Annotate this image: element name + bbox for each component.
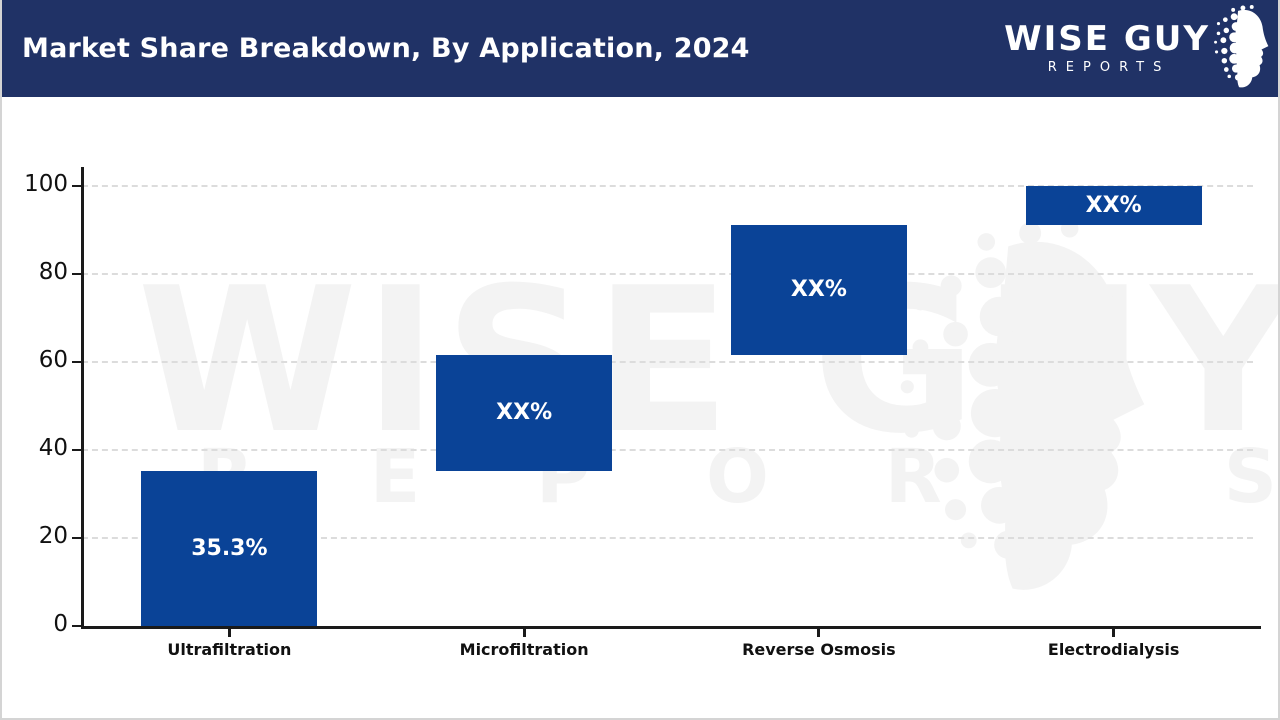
watermark-head-icon: [900, 220, 1145, 590]
y-tick-label-100: 100: [24, 171, 68, 197]
gridline-80: [82, 273, 1253, 275]
x-axis-label-2: Reverse Osmosis: [742, 640, 896, 659]
y-tick-60: [72, 361, 82, 363]
x-tick-3: [1112, 628, 1116, 637]
y-tick-0: [72, 625, 82, 627]
y-tick-label-40: 40: [38, 435, 68, 461]
bar-value-label: 35.3%: [191, 535, 268, 561]
y-tick-80: [72, 273, 82, 275]
bar-value-label: XX%: [496, 400, 553, 426]
brand-subtitle: REPORTS: [1047, 60, 1171, 75]
y-tick-40: [72, 449, 82, 451]
bar-ultrafiltration: 35.3%: [141, 470, 318, 626]
gridline-40: [82, 449, 1253, 451]
x-axis-label-3: Electrodialysis: [1047, 640, 1180, 659]
y-tick-label-20: 20: [38, 523, 68, 549]
x-axis-label-0: Ultrafiltration: [167, 640, 292, 659]
bar-value-label: XX%: [790, 277, 847, 303]
wiseguy-head-icon: [1214, 4, 1269, 87]
gridline-20: [82, 537, 1253, 539]
gridline-100: [82, 185, 1253, 187]
x-tick-2: [817, 628, 821, 637]
page-title: Market Share Breakdown, By Application, …: [22, 33, 750, 64]
brand-name: WISE GUY: [1004, 19, 1210, 59]
y-tick-100: [72, 185, 82, 187]
header-bar: Market Share Breakdown, By Application, …: [2, 0, 1278, 97]
bar-value-label: XX%: [1085, 192, 1142, 218]
bar-reverse-osmosis: XX%: [730, 224, 907, 355]
x-axis-label-1: Microfiltration: [459, 640, 589, 659]
bar-electrodialysis: XX%: [1025, 186, 1202, 225]
x-tick-0: [227, 628, 231, 637]
y-tick-label-60: 60: [38, 347, 68, 373]
x-axis-line: [81, 626, 1261, 629]
y-tick-20: [72, 537, 82, 539]
y-axis-line: [81, 167, 84, 629]
bar-microfiltration: XX%: [436, 354, 613, 471]
brand-logo-text: WISE GUY REPORTS: [1004, 22, 1210, 75]
brand-logo: WISE GUY REPORTS: [1004, 4, 1278, 93]
y-tick-label-0: 0: [53, 611, 68, 637]
gridline-60: [82, 361, 1253, 363]
x-tick-1: [522, 628, 526, 637]
y-tick-label-80: 80: [38, 259, 68, 285]
